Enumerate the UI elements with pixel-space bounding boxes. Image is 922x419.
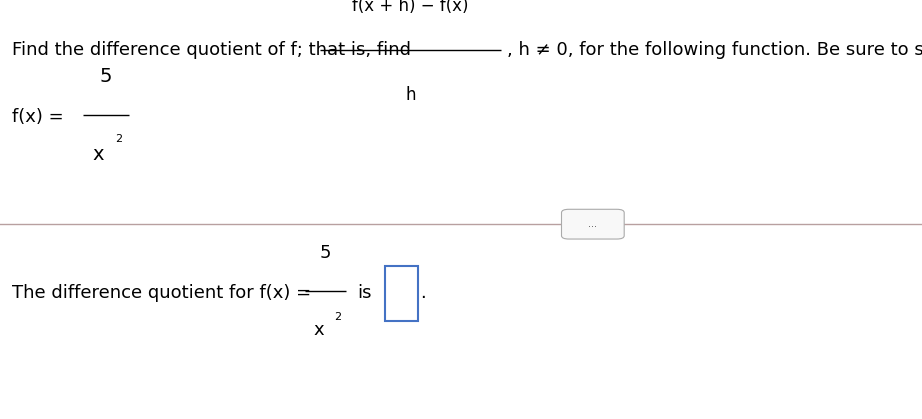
Text: f(x + h) − f(x): f(x + h) − f(x) xyxy=(352,0,468,15)
Text: 2: 2 xyxy=(115,134,123,144)
Text: x: x xyxy=(93,145,104,163)
Text: .: . xyxy=(420,285,426,302)
Text: , h ≠ 0, for the following function. Be sure to simplify.: , h ≠ 0, for the following function. Be … xyxy=(507,41,922,59)
Text: Find the difference quotient of f; that is, find: Find the difference quotient of f; that … xyxy=(12,41,411,59)
Text: 2: 2 xyxy=(334,312,341,322)
Text: 5: 5 xyxy=(320,244,331,262)
Text: ...: ... xyxy=(588,219,597,229)
Text: x: x xyxy=(313,321,325,339)
FancyBboxPatch shape xyxy=(561,210,624,239)
Text: 5: 5 xyxy=(100,67,112,86)
Text: The difference quotient for f(x) =: The difference quotient for f(x) = xyxy=(12,285,311,302)
FancyBboxPatch shape xyxy=(385,266,418,321)
Text: h: h xyxy=(405,86,416,104)
Text: f(x) =: f(x) = xyxy=(12,109,64,126)
Text: is: is xyxy=(357,285,372,302)
